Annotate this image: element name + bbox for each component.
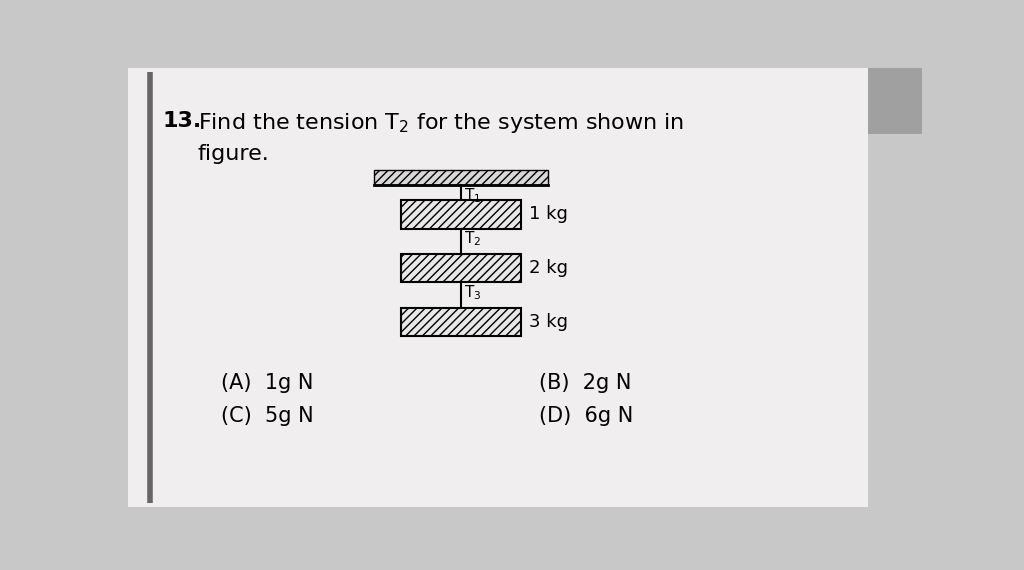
Bar: [374, 170, 549, 185]
Text: 3 kg: 3 kg: [529, 313, 568, 331]
Text: (D)  6g N: (D) 6g N: [539, 406, 633, 426]
Text: 1 kg: 1 kg: [529, 205, 568, 223]
Text: (A)  1g N: (A) 1g N: [221, 373, 313, 393]
Text: $\mathregular{T_{2}}$: $\mathregular{T_{2}}$: [464, 229, 481, 248]
Bar: [401, 254, 521, 283]
Text: $\mathregular{T_{3}}$: $\mathregular{T_{3}}$: [464, 283, 481, 302]
Bar: [868, 68, 922, 507]
Text: (C)  5g N: (C) 5g N: [221, 406, 313, 426]
Bar: [401, 200, 521, 229]
Bar: [868, 68, 922, 134]
Text: 13.: 13.: [163, 111, 202, 131]
Text: figure.: figure.: [198, 144, 269, 164]
Text: (B)  2g N: (B) 2g N: [539, 373, 631, 393]
Text: 2 kg: 2 kg: [529, 259, 568, 277]
Text: Find the tension $\mathregular{T_2}$ for the system shown in: Find the tension $\mathregular{T_2}$ for…: [198, 111, 684, 135]
Text: $\mathregular{T_{1}}$: $\mathregular{T_{1}}$: [464, 186, 481, 205]
Bar: [401, 308, 521, 336]
